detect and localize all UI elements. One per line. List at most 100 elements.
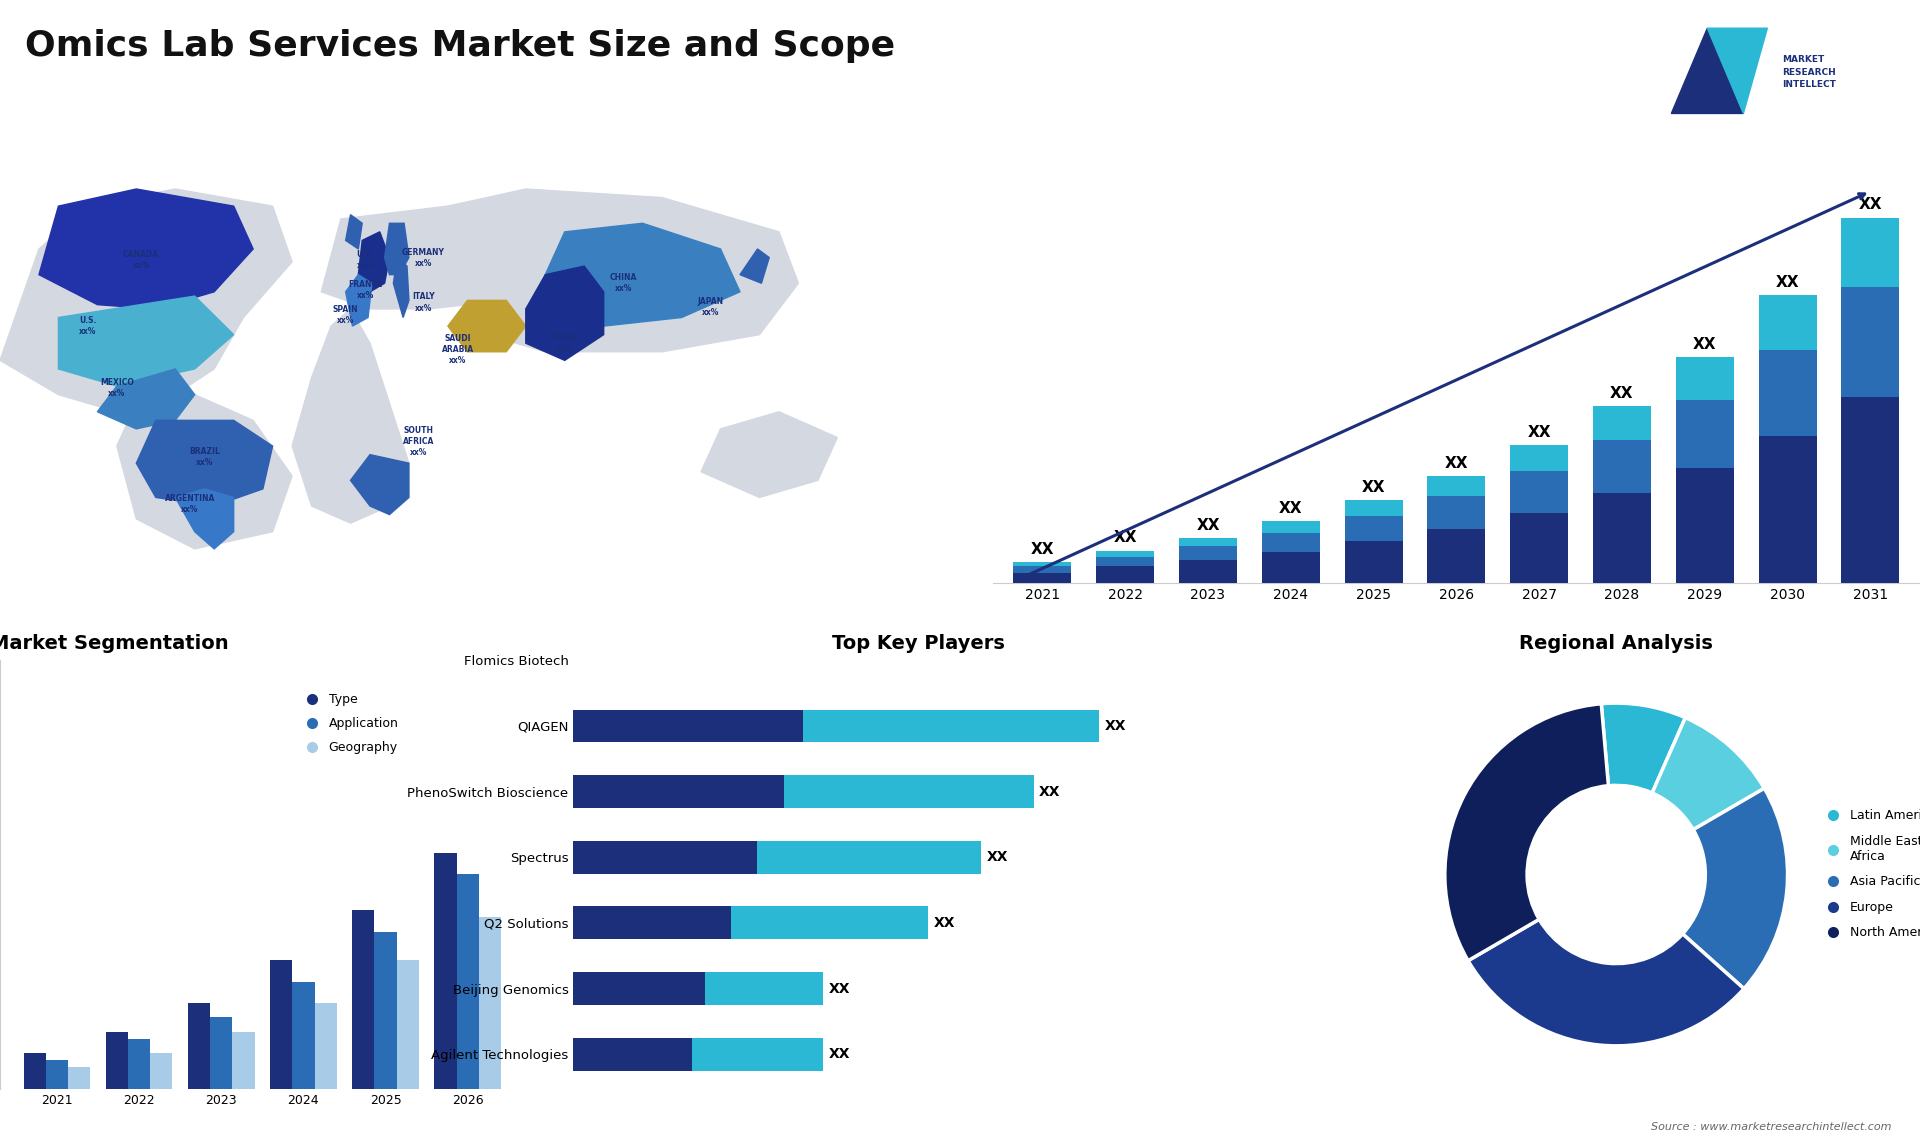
Bar bbox=[803, 709, 1100, 743]
Bar bbox=[758, 841, 981, 873]
Bar bbox=[574, 1038, 691, 1070]
Bar bbox=[1344, 501, 1402, 516]
Text: XX: XX bbox=[1859, 197, 1882, 212]
Bar bbox=[705, 972, 824, 1005]
Bar bbox=[1096, 557, 1154, 566]
Text: XX: XX bbox=[1114, 531, 1137, 545]
Bar bbox=[1511, 471, 1569, 513]
Bar bbox=[232, 1031, 255, 1089]
Bar bbox=[1344, 516, 1402, 541]
Text: Omics Lab Services Market Size and Scope: Omics Lab Services Market Size and Scope bbox=[25, 29, 895, 63]
Bar bbox=[691, 1038, 824, 1070]
Text: JAPAN
xx%: JAPAN xx% bbox=[697, 297, 724, 316]
Bar bbox=[1841, 286, 1899, 397]
Bar bbox=[1594, 406, 1651, 440]
Polygon shape bbox=[394, 258, 409, 317]
Polygon shape bbox=[351, 455, 409, 515]
Polygon shape bbox=[292, 309, 409, 524]
Bar bbox=[351, 910, 374, 1089]
Bar bbox=[1427, 496, 1486, 528]
Polygon shape bbox=[117, 394, 292, 549]
Bar bbox=[1427, 477, 1486, 496]
Bar bbox=[69, 1067, 90, 1089]
Text: XX: XX bbox=[1611, 386, 1634, 401]
Polygon shape bbox=[384, 223, 409, 275]
Title: Regional Analysis: Regional Analysis bbox=[1519, 634, 1713, 653]
Bar bbox=[397, 960, 419, 1089]
Text: XX: XX bbox=[987, 850, 1008, 864]
Title: Top Key Players: Top Key Players bbox=[831, 634, 1004, 653]
Text: XX: XX bbox=[1031, 542, 1054, 557]
Legend: Latin America, Middle East &
Africa, Asia Pacific, Europe, North America: Latin America, Middle East & Africa, Asi… bbox=[1814, 804, 1920, 944]
Text: ITALY
xx%: ITALY xx% bbox=[413, 292, 434, 313]
Bar bbox=[1014, 563, 1071, 566]
Polygon shape bbox=[0, 189, 292, 411]
Text: INDIA
xx%: INDIA xx% bbox=[553, 333, 578, 353]
Bar bbox=[1759, 350, 1816, 437]
Text: XX: XX bbox=[829, 1047, 851, 1061]
Text: Source : www.marketresearchintellect.com: Source : www.marketresearchintellect.com bbox=[1651, 1122, 1891, 1132]
Bar bbox=[129, 1038, 150, 1089]
Bar bbox=[1427, 528, 1486, 583]
Bar bbox=[1344, 541, 1402, 583]
Polygon shape bbox=[321, 206, 545, 309]
Polygon shape bbox=[98, 369, 194, 429]
Text: SAUDI
ARABIA
xx%: SAUDI ARABIA xx% bbox=[442, 333, 474, 366]
Polygon shape bbox=[346, 214, 363, 249]
Polygon shape bbox=[1707, 29, 1766, 113]
Wedge shape bbox=[1601, 704, 1686, 793]
Bar bbox=[1511, 445, 1569, 471]
Bar bbox=[188, 1003, 209, 1089]
Polygon shape bbox=[545, 223, 739, 327]
Bar bbox=[1261, 551, 1319, 583]
Bar bbox=[478, 917, 501, 1089]
Bar bbox=[574, 709, 803, 743]
Bar bbox=[1261, 533, 1319, 551]
Text: XX: XX bbox=[1361, 480, 1386, 495]
Bar bbox=[1759, 295, 1816, 350]
Polygon shape bbox=[346, 275, 372, 327]
Text: FRANCE
xx%: FRANCE xx% bbox=[348, 280, 382, 300]
Text: XX: XX bbox=[829, 982, 851, 996]
Polygon shape bbox=[1670, 29, 1743, 113]
Text: BRAZIL
xx%: BRAZIL xx% bbox=[188, 447, 221, 466]
Polygon shape bbox=[136, 421, 273, 507]
Bar bbox=[574, 841, 758, 873]
Bar bbox=[1676, 468, 1734, 583]
Polygon shape bbox=[447, 189, 799, 352]
Text: XX: XX bbox=[1196, 518, 1219, 533]
Bar bbox=[292, 982, 315, 1089]
Bar bbox=[1096, 551, 1154, 557]
Bar bbox=[1179, 560, 1236, 583]
Text: XX: XX bbox=[1039, 785, 1060, 799]
Bar bbox=[1014, 573, 1071, 583]
Bar bbox=[1759, 437, 1816, 583]
Wedge shape bbox=[1446, 704, 1609, 960]
Text: XX: XX bbox=[933, 916, 954, 929]
Text: CHINA
xx%: CHINA xx% bbox=[609, 273, 637, 293]
Bar bbox=[1014, 566, 1071, 573]
Bar bbox=[271, 960, 292, 1089]
Bar bbox=[150, 1053, 173, 1089]
Bar bbox=[1594, 493, 1651, 583]
Bar bbox=[209, 1018, 232, 1089]
Bar bbox=[1594, 440, 1651, 493]
Bar bbox=[1096, 566, 1154, 583]
Bar bbox=[315, 1003, 336, 1089]
Text: MEXICO
xx%: MEXICO xx% bbox=[100, 378, 134, 399]
Bar bbox=[783, 775, 1033, 808]
Polygon shape bbox=[38, 189, 253, 309]
Polygon shape bbox=[175, 489, 234, 549]
Bar bbox=[1841, 218, 1899, 286]
Polygon shape bbox=[359, 231, 390, 292]
Bar bbox=[1179, 539, 1236, 547]
Bar bbox=[1676, 356, 1734, 400]
Text: MARKET
RESEARCH
INTELLECT: MARKET RESEARCH INTELLECT bbox=[1782, 55, 1836, 89]
Text: CANADA
xx%: CANADA xx% bbox=[123, 250, 159, 269]
Text: XX: XX bbox=[1693, 337, 1716, 352]
Legend: Type, Application, Geography: Type, Application, Geography bbox=[296, 688, 403, 760]
Text: U.S.
xx%: U.S. xx% bbox=[79, 316, 96, 336]
Text: SOUTH
AFRICA
xx%: SOUTH AFRICA xx% bbox=[403, 426, 434, 457]
Bar bbox=[46, 1060, 69, 1089]
Bar bbox=[574, 775, 783, 808]
